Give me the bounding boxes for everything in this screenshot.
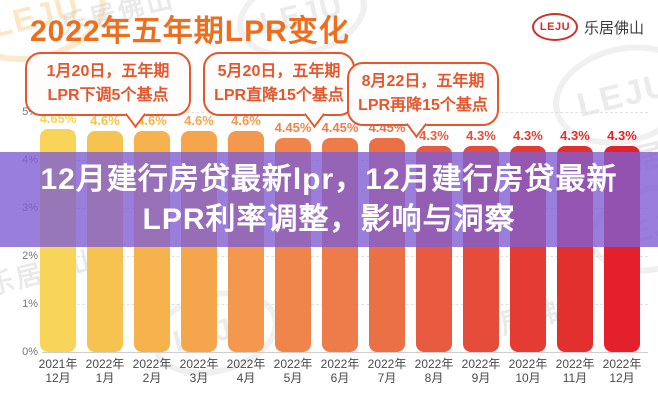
x-axis-label: 2022年 8月 bbox=[414, 357, 454, 385]
bar-value-label: 4.6% bbox=[231, 113, 261, 129]
bar-value-label: 4.3% bbox=[466, 127, 496, 143]
callout-text: 8月22日，五年期 bbox=[361, 73, 485, 90]
callout-text: LPR下调5个基点 bbox=[47, 87, 169, 104]
leju-logo-icon: LEJU bbox=[531, 13, 578, 41]
callout-january-cut: 1月20日，五年期 LPR下调5个基点 bbox=[25, 52, 191, 116]
callout-text: 5月20日，五年期 bbox=[217, 63, 341, 80]
callout-august-cut: 8月22日，五年期 LPR再降15个基点 bbox=[347, 62, 499, 126]
chart-title: 2022年五年期LPR变化 bbox=[30, 15, 350, 48]
headline-line-2: LPR利率调整，影响与洞察 bbox=[142, 202, 516, 236]
brand-logo: LEJU 乐居佛山 bbox=[531, 13, 644, 41]
y-axis-tick: 1% bbox=[22, 298, 38, 310]
headline-banner: 12月建行房贷最新lpr，12月建行房贷最新 LPR利率调整，影响与洞察 bbox=[0, 152, 658, 247]
callout-text: LPR再降15个基点 bbox=[358, 97, 488, 114]
x-axis-label: 2022年 4月 bbox=[226, 357, 266, 385]
y-axis-tick: 0% bbox=[22, 346, 38, 358]
callout-text: LPR直降15个基点 bbox=[214, 87, 344, 104]
x-axis-label: 2022年 9月 bbox=[461, 357, 501, 385]
x-axis-label: 2022年 1月 bbox=[85, 357, 125, 385]
brand-name: 乐居佛山 bbox=[583, 19, 644, 37]
callout-may-cut: 5月20日，五年期 LPR直降15个基点 bbox=[203, 52, 355, 116]
x-axis-label: 2022年 10月 bbox=[508, 357, 548, 385]
bar-value-label: 4.3% bbox=[560, 127, 590, 143]
x-axis-label: 2022年 2月 bbox=[132, 357, 172, 385]
x-axis-line bbox=[42, 352, 648, 353]
bar-value-label: 4.6% bbox=[184, 113, 214, 129]
bar-value-label: 4.6% bbox=[90, 113, 120, 129]
headline-line-1: 12月建行房贷最新lpr，12月建行房贷最新 bbox=[40, 162, 618, 196]
x-axis-label: 2022年 11月 bbox=[555, 357, 595, 385]
x-axis-label: 2022年 6月 bbox=[320, 357, 360, 385]
x-axis-label: 2022年 5月 bbox=[273, 357, 313, 385]
bar-value-label: 4.45% bbox=[274, 120, 312, 136]
callout-text: 1月20日，五年期 bbox=[46, 63, 170, 80]
bar-value-label: 4.3% bbox=[419, 127, 449, 143]
bar-value-label: 4.45% bbox=[321, 120, 359, 136]
x-axis-label: 2021年 12月 bbox=[38, 357, 78, 385]
x-axis-label: 2022年 12月 bbox=[602, 357, 642, 385]
bar-value-label: 4.6% bbox=[137, 113, 167, 129]
bar-value-label: 4.3% bbox=[513, 127, 543, 143]
bar-value-label: 4.3% bbox=[607, 127, 637, 143]
x-axis-label: 2022年 3月 bbox=[179, 357, 219, 385]
y-axis-tick: 2% bbox=[22, 250, 38, 262]
x-axis-label: 2022年 7月 bbox=[367, 357, 407, 385]
